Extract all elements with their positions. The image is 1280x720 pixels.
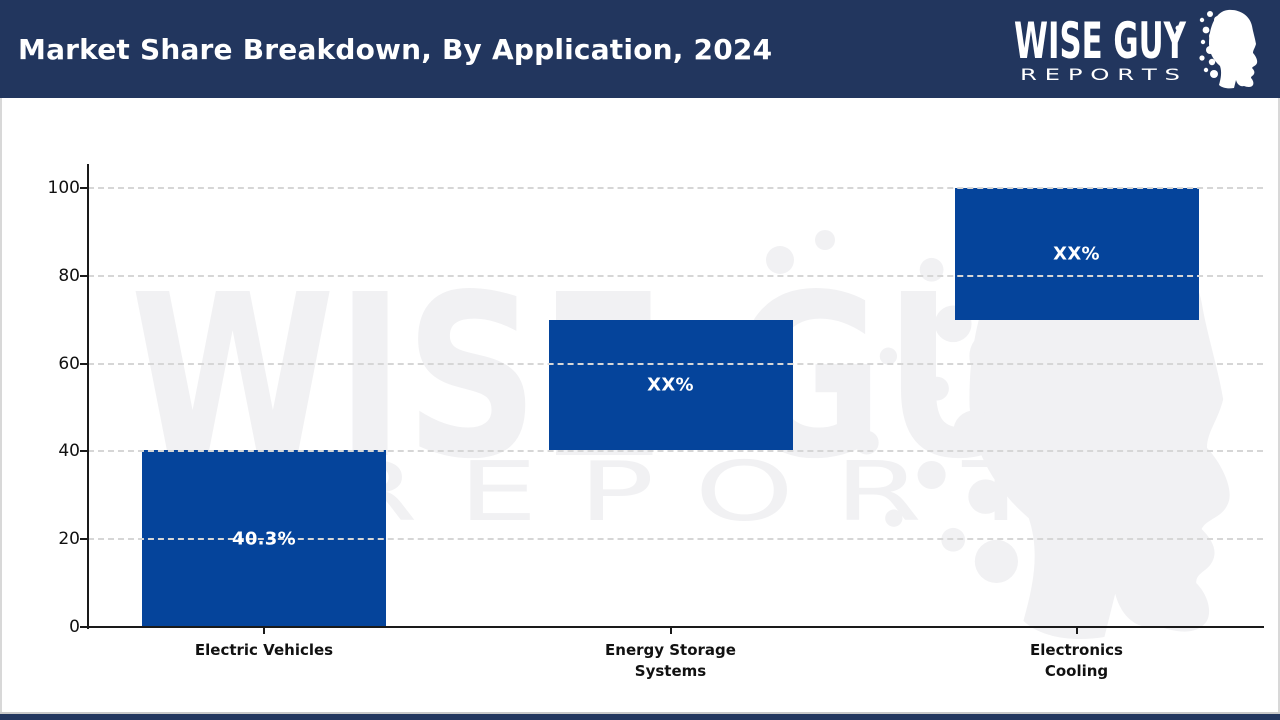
y-tick-label-100: 100 — [47, 178, 80, 198]
x-category-label-energy-storage-systems: Energy Storage Systems — [605, 641, 736, 680]
logo-text: WISE GUY R E P O R T S — [1014, 12, 1186, 84]
logo-line1: WISE GUY — [1014, 12, 1186, 70]
y-tick-label-40: 40 — [58, 441, 80, 462]
y-tick-label-80: 80 — [58, 265, 80, 286]
x-tick-electric-vehicles — [263, 628, 265, 634]
footer-bar — [0, 714, 1280, 720]
bar-energy-storage-systems — [548, 319, 793, 451]
bar-value-label-electronics-cooling: XX% — [1053, 243, 1100, 265]
header-bar: Market Share Breakdown, By Application, … — [0, 0, 1280, 98]
gridline-40 — [88, 450, 1263, 453]
x-category-label-electric-vehicles: Electric Vehicles — [194, 641, 334, 659]
gridline-100 — [88, 187, 1263, 189]
wise-guy-reports-logo: WISE GUY R E P O R T S — [1014, 9, 1258, 89]
y-tick-60 — [80, 362, 87, 365]
frame-right-line — [1278, 98, 1280, 713]
logo-head-icon — [1199, 9, 1258, 89]
page-title: Market Share Breakdown, By Application, … — [18, 32, 773, 66]
logo-line2: R E P O R T S — [1020, 65, 1180, 84]
x-category-label-electronics-cooling: Electronics Cooling — [1030, 641, 1123, 680]
y-tick-80 — [80, 274, 87, 277]
frame-left-line — [0, 98, 2, 713]
y-tick-label-0: 0 — [69, 617, 80, 637]
bar-value-label-electric-vehicles: 40.3% — [232, 528, 296, 550]
x-axis-line — [87, 626, 1264, 628]
gridline-20 — [88, 538, 1263, 541]
bar-value-label-energy-storage-systems: XX% — [647, 374, 694, 396]
y-tick-40 — [80, 450, 87, 453]
y-tick-100 — [80, 187, 87, 189]
y-tick-0 — [80, 626, 87, 628]
x-tick-electronics-cooling — [1075, 628, 1078, 634]
y-axis-line — [87, 164, 89, 629]
bar-electronics-cooling — [954, 188, 1199, 320]
y-tick-20 — [80, 538, 87, 541]
frame-bottom-line — [0, 712, 1280, 714]
x-tick-energy-storage-systems — [669, 628, 672, 634]
gridline-60 — [88, 362, 1263, 365]
y-tick-label-20: 20 — [58, 529, 80, 550]
gridline-80 — [88, 274, 1263, 277]
y-tick-label-60: 60 — [58, 353, 80, 374]
